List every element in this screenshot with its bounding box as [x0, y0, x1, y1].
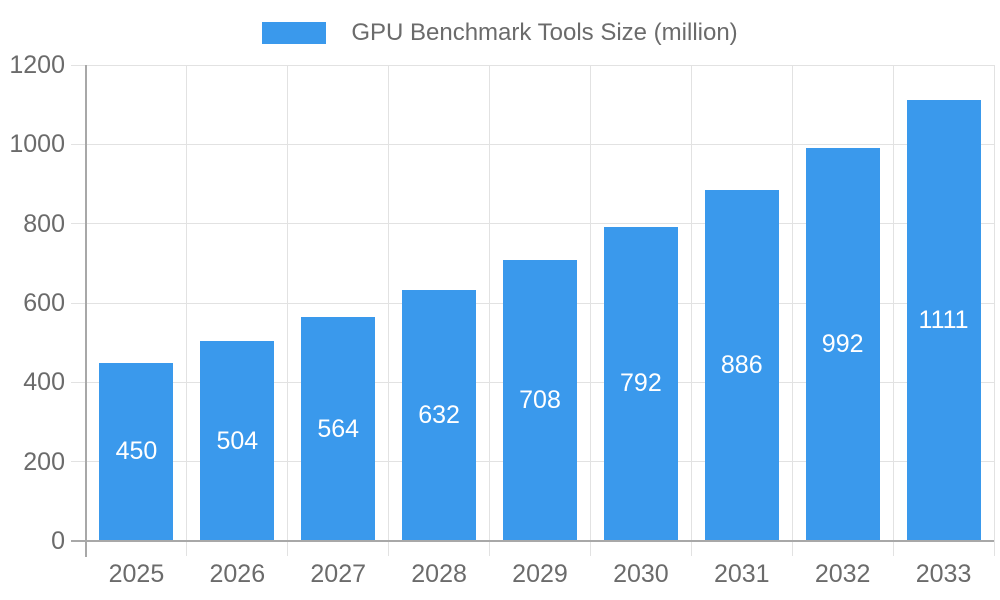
bar[interactable]: 992 — [805, 147, 880, 541]
y-axis-tick-label: 1000 — [9, 130, 65, 159]
x-gridline — [791, 65, 793, 556]
bar[interactable]: 450 — [99, 362, 174, 541]
y-axis-line — [85, 65, 87, 557]
y-axis-tick-label: 200 — [23, 447, 65, 476]
y-axis-tick-label: 600 — [23, 289, 65, 317]
y-axis-tick-label: 0 — [51, 527, 65, 555]
x-axis-tick-label: 2028 — [411, 560, 467, 588]
bar[interactable]: 708 — [503, 260, 577, 541]
x-axis-tick-label: 2031 — [713, 560, 770, 588]
y-gridline — [71, 64, 994, 66]
legend-swatch — [262, 22, 327, 44]
x-axis-tick-label: 2026 — [209, 560, 266, 588]
x-axis-tick-label: 2032 — [814, 560, 871, 588]
y-axis-tick-label: 400 — [23, 368, 65, 397]
bar-value-label: 1111 — [918, 306, 969, 335]
bar[interactable]: 886 — [704, 189, 779, 541]
x-axis-tick-label: 2027 — [310, 560, 367, 588]
bar[interactable]: 564 — [301, 317, 376, 541]
bar[interactable]: 504 — [200, 341, 275, 541]
x-gridline — [489, 65, 491, 556]
x-gridline — [589, 65, 591, 556]
x-axis-tick-label: 2030 — [613, 560, 669, 588]
legend-label: GPU Benchmark Tools Size (million) — [351, 19, 738, 46]
bar-value-label: 450 — [115, 437, 158, 466]
bar[interactable]: 632 — [402, 290, 477, 541]
y-gridline — [71, 223, 994, 225]
y-axis-tick-label: 800 — [23, 209, 65, 238]
x-gridline — [690, 65, 692, 556]
x-gridline — [892, 65, 894, 556]
x-axis-line — [71, 540, 994, 542]
x-gridline — [993, 65, 995, 556]
bar-value-label: 992 — [821, 329, 864, 358]
bar-value-label: 886 — [720, 350, 763, 379]
bar-value-label: 564 — [317, 414, 360, 443]
y-axis-tick-label: 1200 — [9, 51, 65, 79]
bar-value-label: 708 — [519, 386, 561, 415]
bar[interactable]: 1111 — [906, 100, 981, 541]
x-axis-tick-label: 2029 — [512, 560, 568, 588]
bar-value-label: 632 — [418, 401, 460, 430]
bar-value-label: 792 — [620, 369, 662, 398]
y-gridline — [71, 143, 994, 145]
bar[interactable]: 792 — [603, 226, 678, 541]
x-axis-tick-label: 2033 — [915, 560, 972, 588]
x-gridline — [186, 65, 188, 556]
x-gridline — [287, 65, 289, 556]
legend-item[interactable]: GPU Benchmark Tools Size (million) — [0, 18, 1000, 48]
x-gridline — [388, 65, 390, 556]
bar-value-label: 504 — [216, 426, 259, 455]
x-axis-tick-label: 2025 — [108, 560, 165, 588]
